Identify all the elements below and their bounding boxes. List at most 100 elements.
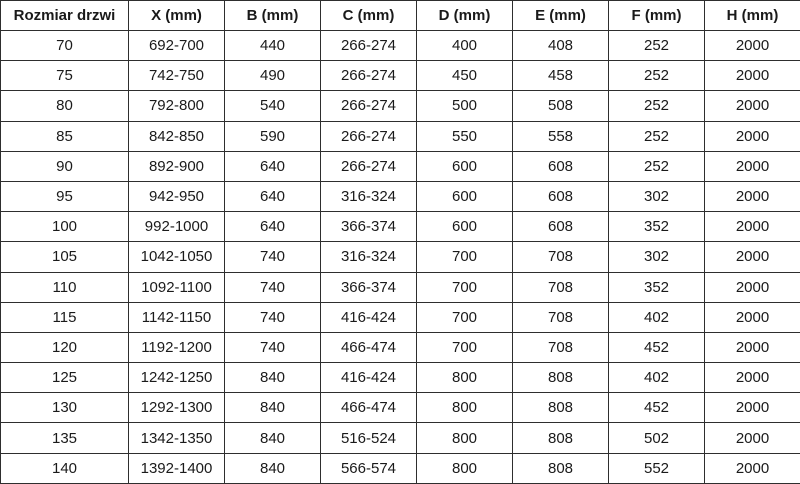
cell-e: 508 xyxy=(512,90,609,122)
cell-d: 600 xyxy=(416,150,513,182)
cell-d: 450 xyxy=(416,60,513,92)
table-header-row: Rozmiar drzwi X (mm) B (mm) C (mm) D (mm) E (… xyxy=(0,0,800,31)
cell-e: 608 xyxy=(512,180,609,213)
cell-x: 842-850 xyxy=(128,120,225,152)
cell-size: 125 xyxy=(0,362,129,394)
cell-c: 266-274 xyxy=(320,150,417,182)
cell-c: 466-474 xyxy=(320,331,417,364)
cell-size: 130 xyxy=(0,392,129,424)
cell-f: 252 xyxy=(608,29,705,62)
cell-size: 135 xyxy=(0,422,129,454)
cell-size: 115 xyxy=(0,301,129,333)
cell-e: 558 xyxy=(512,120,609,152)
cell-f: 452 xyxy=(608,331,705,364)
cell-c: 516-524 xyxy=(320,422,417,454)
cell-x: 942-950 xyxy=(128,180,225,213)
cell-c: 366-374 xyxy=(320,271,417,303)
cell-b: 440 xyxy=(224,29,321,62)
cell-c: 566-574 xyxy=(320,452,417,484)
table-row: 120 1192-1200 740 466-474 700 708 452 2000 xyxy=(0,331,800,364)
cell-b: 840 xyxy=(224,452,321,484)
cell-x: 1292-1300 xyxy=(128,392,225,424)
table-row: 95 942-950 640 316-324 600 608 302 2000 xyxy=(0,180,800,213)
cell-b: 640 xyxy=(224,150,321,182)
cell-h: 2000 xyxy=(704,150,800,182)
cell-size: 75 xyxy=(0,60,129,92)
cell-h: 2000 xyxy=(704,241,800,273)
table-row: 105 1042-1050 740 316-324 700 708 302 2000 xyxy=(0,241,800,273)
table-row: 75 742-750 490 266-274 450 458 252 2000 xyxy=(0,60,800,92)
table-row: 80 792-800 540 266-274 500 508 252 2000 xyxy=(0,90,800,122)
cell-e: 808 xyxy=(512,392,609,424)
table-body: 70 692-700 440 266-274 400 408 252 2000 75 742-75… xyxy=(0,29,800,484)
cell-x: 1392-1400 xyxy=(128,452,225,484)
cell-c: 416-424 xyxy=(320,362,417,394)
cell-size: 70 xyxy=(0,29,129,62)
cell-d: 800 xyxy=(416,422,513,454)
cell-c: 316-324 xyxy=(320,241,417,273)
cell-f: 552 xyxy=(608,452,705,484)
cell-h: 2000 xyxy=(704,331,800,364)
column-header-f: F (mm) xyxy=(608,0,705,31)
cell-b: 640 xyxy=(224,211,321,243)
table-row: 85 842-850 590 266-274 550 558 252 2000 xyxy=(0,120,800,152)
cell-f: 452 xyxy=(608,392,705,424)
column-header-b: B (mm) xyxy=(224,0,321,31)
cell-x: 1192-1200 xyxy=(128,331,225,364)
cell-size: 80 xyxy=(0,90,129,122)
cell-e: 708 xyxy=(512,271,609,303)
cell-b: 590 xyxy=(224,120,321,152)
cell-x: 742-750 xyxy=(128,60,225,92)
cell-d: 400 xyxy=(416,29,513,62)
column-header-c: C (mm) xyxy=(320,0,417,31)
column-header-e: E (mm) xyxy=(512,0,609,31)
cell-c: 466-474 xyxy=(320,392,417,424)
table-row: 140 1392-1400 840 566-574 800 808 552 2000 xyxy=(0,452,800,484)
cell-e: 808 xyxy=(512,422,609,454)
cell-e: 708 xyxy=(512,331,609,364)
cell-d: 700 xyxy=(416,301,513,333)
cell-size: 100 xyxy=(0,211,129,243)
cell-f: 252 xyxy=(608,60,705,92)
cell-size: 140 xyxy=(0,452,129,484)
cell-d: 800 xyxy=(416,392,513,424)
cell-c: 266-274 xyxy=(320,90,417,122)
cell-b: 640 xyxy=(224,180,321,213)
cell-b: 740 xyxy=(224,331,321,364)
table-row: 135 1342-1350 840 516-524 800 808 502 2000 xyxy=(0,422,800,454)
cell-d: 800 xyxy=(416,362,513,394)
cell-f: 352 xyxy=(608,271,705,303)
cell-h: 2000 xyxy=(704,211,800,243)
cell-b: 740 xyxy=(224,241,321,273)
cell-x: 692-700 xyxy=(128,29,225,62)
column-header-d: D (mm) xyxy=(416,0,513,31)
cell-b: 740 xyxy=(224,301,321,333)
cell-e: 408 xyxy=(512,29,609,62)
cell-e: 808 xyxy=(512,362,609,394)
cell-h: 2000 xyxy=(704,60,800,92)
cell-x: 1342-1350 xyxy=(128,422,225,454)
cell-c: 266-274 xyxy=(320,29,417,62)
cell-f: 252 xyxy=(608,150,705,182)
cell-size: 85 xyxy=(0,120,129,152)
cell-size: 120 xyxy=(0,331,129,364)
cell-x: 1242-1250 xyxy=(128,362,225,394)
cell-size: 105 xyxy=(0,241,129,273)
table-row: 110 1092-1100 740 366-374 700 708 352 2000 xyxy=(0,271,800,303)
cell-h: 2000 xyxy=(704,271,800,303)
cell-f: 252 xyxy=(608,120,705,152)
cell-c: 316-324 xyxy=(320,180,417,213)
cell-f: 402 xyxy=(608,362,705,394)
cell-f: 502 xyxy=(608,422,705,454)
cell-c: 366-374 xyxy=(320,211,417,243)
column-header-h: H (mm) xyxy=(704,0,800,31)
cell-d: 550 xyxy=(416,120,513,152)
table-row: 100 992-1000 640 366-374 600 608 352 2000 xyxy=(0,211,800,243)
cell-h: 2000 xyxy=(704,452,800,484)
cell-h: 2000 xyxy=(704,180,800,213)
cell-b: 840 xyxy=(224,362,321,394)
table-row: 125 1242-1250 840 416-424 800 808 402 2000 xyxy=(0,362,800,394)
cell-d: 600 xyxy=(416,211,513,243)
cell-x: 892-900 xyxy=(128,150,225,182)
